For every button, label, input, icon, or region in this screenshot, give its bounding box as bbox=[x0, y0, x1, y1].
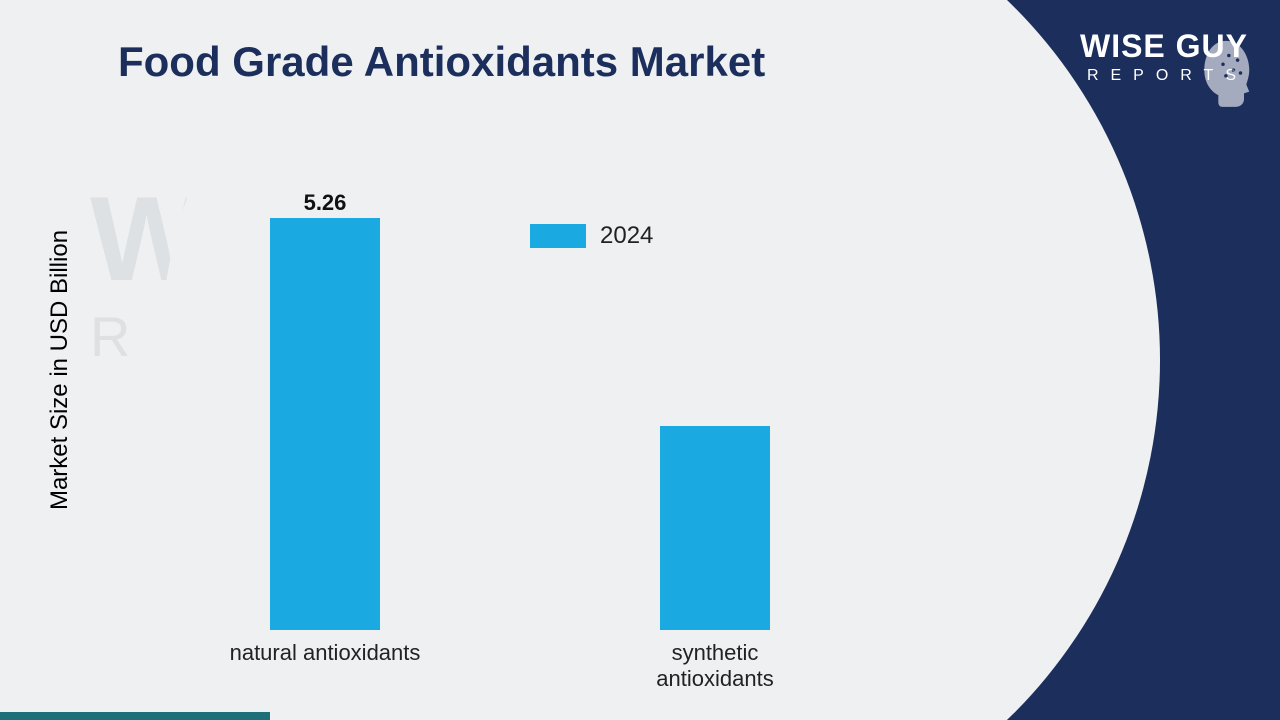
brand-logo: WISE GUY REPORTS bbox=[1080, 28, 1248, 85]
chart-stage: WISE GUY REPORTS Food Grade Antioxidants… bbox=[0, 0, 1280, 720]
category-label-natural: natural antioxidants bbox=[225, 630, 425, 666]
bottom-bar bbox=[0, 712, 270, 720]
bar-natural: 5.26 bbox=[270, 218, 380, 630]
bar-synthetic bbox=[660, 426, 770, 630]
category-label-synthetic: synthetic antioxidants bbox=[615, 630, 815, 693]
plot-area: 2024 5.26 natural antioxidants synthetic… bbox=[140, 160, 920, 630]
legend: 2024 bbox=[530, 222, 653, 250]
legend-label: 2024 bbox=[600, 222, 653, 250]
legend-swatch bbox=[530, 224, 586, 248]
y-axis-label: Market Size in USD Billion bbox=[46, 230, 74, 510]
right-panel bbox=[960, 0, 1280, 720]
bar-value-label: 5.26 bbox=[270, 190, 380, 216]
chart-title: Food Grade Antioxidants Market bbox=[118, 38, 765, 86]
brand-head-icon bbox=[1193, 38, 1253, 108]
